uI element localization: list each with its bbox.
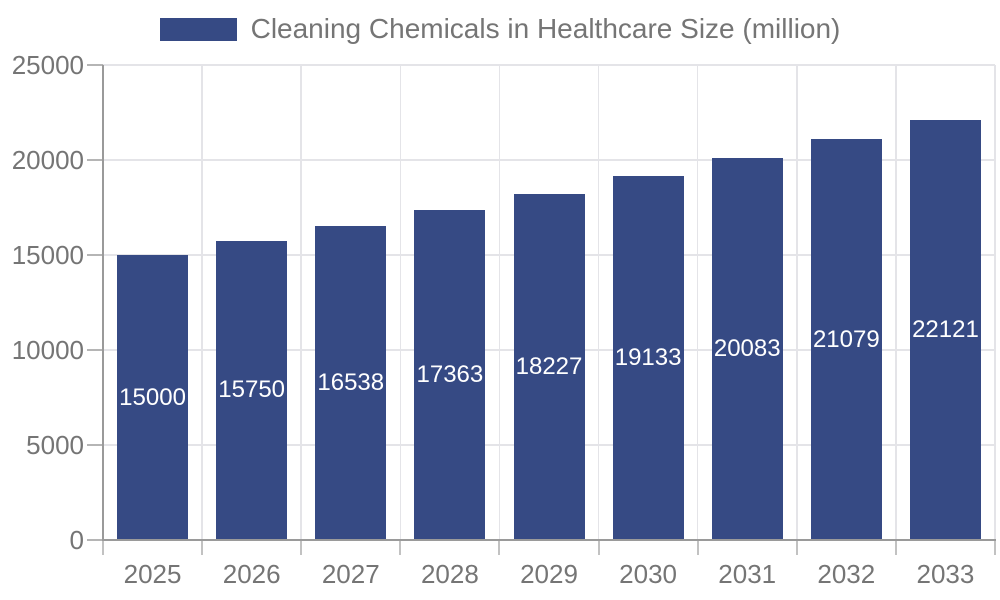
x-axis-tick [597, 541, 600, 555]
bar[interactable]: 19133 [612, 176, 684, 540]
gridline-vertical [796, 65, 798, 540]
y-axis-label: 25000 [11, 50, 84, 80]
gridline-vertical [895, 65, 897, 540]
gridline-vertical [300, 65, 302, 540]
gridline-vertical [201, 65, 203, 540]
y-axis-label: 0 [69, 525, 84, 555]
legend-label: Cleaning Chemicals in Healthcare Size (m… [250, 13, 841, 44]
gridline-horizontal [103, 64, 995, 66]
x-axis-label: 2031 [718, 559, 777, 589]
bar[interactable]: 22121 [909, 119, 981, 540]
x-axis-line [103, 539, 996, 541]
y-axis-tick [87, 539, 103, 541]
gridline-horizontal [103, 159, 995, 161]
x-axis-tick [399, 541, 402, 555]
bar[interactable]: 17363 [414, 210, 486, 540]
x-axis-label: 2033 [916, 559, 975, 589]
bar[interactable]: 20083 [711, 158, 783, 540]
bar-value-label: 22121 [912, 315, 979, 343]
bar-value-label: 16538 [317, 368, 385, 396]
bar[interactable]: 21079 [810, 139, 882, 540]
x-axis-tick [894, 541, 897, 555]
y-axis-line [102, 65, 104, 541]
bar[interactable]: 18227 [513, 193, 585, 540]
x-axis-label: 2026 [222, 559, 281, 589]
gridline-vertical [399, 65, 402, 540]
x-axis-label: 2027 [321, 559, 380, 589]
plot-area: 15000 15750 16538 17363 18227 19133 20083 21079… [87, 64, 996, 555]
x-axis-label: 2025 [123, 559, 182, 589]
bar-value-label: 15000 [119, 383, 186, 411]
bar[interactable]: 15000 [117, 255, 189, 540]
gridline-vertical [994, 65, 996, 540]
y-axis-label: 20000 [11, 145, 84, 175]
bar-value-label: 20083 [713, 335, 781, 363]
y-axis-tick [87, 64, 103, 66]
gridline-vertical [696, 65, 699, 540]
x-axis-label: 2032 [817, 559, 876, 589]
x-axis-label: 2030 [619, 559, 678, 589]
bar-value-label: 15750 [218, 376, 286, 404]
y-axis-label: 10000 [11, 335, 84, 365]
bar[interactable]: 15750 [216, 240, 288, 540]
bar-value-label: 17363 [416, 361, 484, 389]
y-axis-tick [87, 159, 103, 161]
y-axis-label: 5000 [26, 430, 84, 460]
y-axis-tick [87, 444, 103, 446]
y-axis-tick [87, 254, 103, 256]
legend[interactable]: Cleaning Chemicals in Healthcare Size (m… [0, 13, 1000, 44]
y-axis-tick [87, 349, 103, 351]
x-axis-tick [994, 541, 996, 555]
gridline-vertical [498, 65, 501, 540]
x-axis-tick [102, 541, 104, 555]
x-axis-tick [300, 541, 303, 555]
x-axis-label: 2029 [520, 559, 578, 589]
x-axis-tick [795, 541, 798, 555]
x-axis-tick [498, 541, 501, 555]
bar-value-label: 21079 [812, 325, 880, 353]
x-axis-tick [201, 541, 204, 555]
x-axis-label: 2028 [420, 559, 479, 589]
gridline-vertical [597, 65, 600, 540]
x-axis-tick [696, 541, 699, 555]
y-axis-label: 15000 [11, 240, 84, 270]
bar-value-label: 19133 [614, 344, 682, 372]
bar[interactable]: 16538 [315, 225, 387, 540]
bar-value-label: 18227 [515, 352, 583, 380]
legend-swatch [159, 17, 237, 41]
